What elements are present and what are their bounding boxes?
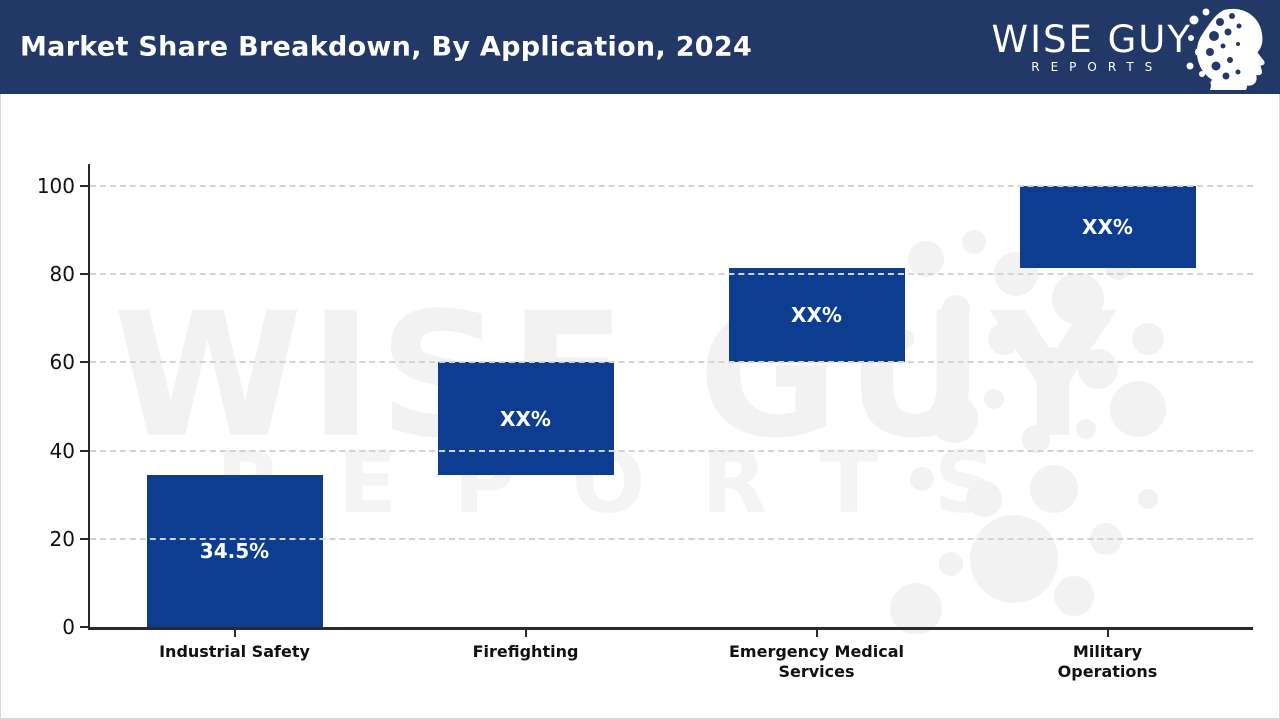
brand-logo: WISE GUY REPORTS: [992, 4, 1270, 90]
y-tick-label: 80: [49, 262, 75, 287]
bar-value-label: 34.5%: [199, 538, 270, 563]
bar-industrial-safety: [146, 474, 323, 627]
brand-logo-text: WISE GUY REPORTS: [992, 21, 1192, 73]
y-tick-label: 0: [62, 615, 75, 639]
y-tick-mark: [80, 626, 88, 628]
bar-emergency-medical-services: [728, 267, 905, 363]
y-tick-mark: [80, 185, 88, 187]
x-label-emergency-medical-services: Emergency Medical Services: [729, 642, 904, 681]
chart-card: WISE GUY REPORTS 34.5% XX% XX% XX% 0 20 40 60 80…: [0, 94, 1280, 720]
y-tick-label: 60: [49, 350, 75, 375]
bar-value-label: XX%: [791, 302, 842, 327]
y-tick-mark: [80, 273, 88, 276]
bar-value-label: XX%: [500, 406, 551, 431]
x-tick-mark: [1106, 630, 1109, 637]
y-tick-mark: [80, 537, 88, 540]
y-axis-line: [88, 164, 90, 630]
head-profile-icon: [1186, 8, 1265, 90]
brand-subtitle: REPORTS: [1031, 60, 1164, 74]
x-axis-line: [88, 627, 1253, 630]
gridline-60: [90, 361, 1253, 364]
y-tick-label: 40: [49, 438, 75, 463]
gridline-80: [90, 273, 1253, 276]
y-tick-label: 100: [36, 174, 75, 198]
gridline-100: [90, 185, 1253, 187]
x-tick-mark: [233, 630, 236, 637]
page-title: Market Share Breakdown, By Application, …: [20, 31, 753, 63]
watermark-dots-pattern: [890, 230, 1166, 634]
x-tick-mark: [815, 630, 818, 637]
header-bar: Market Share Breakdown, By Application, …: [0, 0, 1280, 94]
bar-military-operations: [1019, 186, 1196, 268]
gridline-40: [90, 449, 1253, 452]
y-tick-mark: [80, 449, 88, 452]
x-tick-mark: [524, 630, 527, 637]
x-label-military-operations: Military Operations: [1057, 642, 1158, 681]
y-tick-mark: [80, 361, 88, 364]
brand-name: WISE GUY: [991, 18, 1192, 61]
plot-area: 34.5% XX% XX% XX% 0 20 40 60 80 100 Industrial Saf…: [1, 94, 1279, 718]
x-label-industrial-safety: Industrial Safety: [159, 642, 310, 661]
bar-firefighting: [437, 362, 614, 475]
x-label-firefighting: Firefighting: [472, 642, 579, 661]
bar-value-label: XX%: [1082, 214, 1133, 239]
gridline-20: [90, 537, 1253, 540]
y-tick-label: 20: [49, 526, 75, 551]
